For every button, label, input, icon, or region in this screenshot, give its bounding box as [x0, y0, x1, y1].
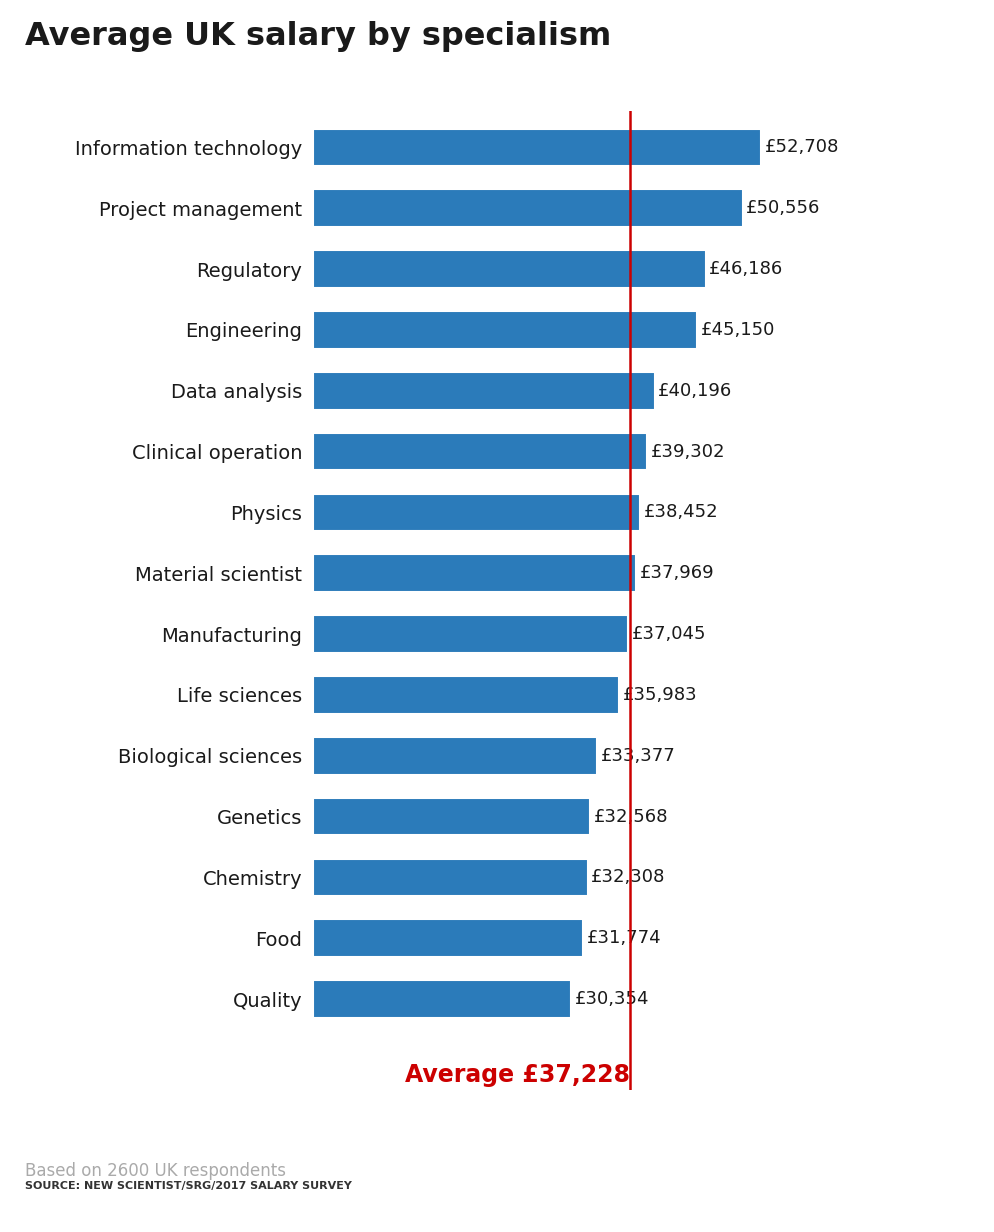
Text: £52,708: £52,708 [763, 138, 838, 156]
Bar [313, 554, 635, 593]
Bar [313, 981, 571, 1018]
Bar [313, 737, 596, 775]
Text: £31,774: £31,774 [586, 929, 661, 947]
Text: £37,045: £37,045 [631, 625, 706, 643]
Text: Average £37,228: Average £37,228 [405, 1063, 629, 1087]
Bar [313, 676, 618, 713]
Bar [313, 919, 582, 957]
Bar [313, 128, 760, 166]
Bar [313, 615, 627, 653]
Bar [313, 432, 647, 471]
Bar [313, 250, 705, 288]
Text: £32,308: £32,308 [590, 869, 665, 886]
Bar [313, 494, 639, 531]
Bar [313, 190, 743, 227]
Text: £38,452: £38,452 [643, 504, 718, 521]
Text: £40,196: £40,196 [658, 382, 732, 399]
Text: Average UK salary by specialism: Average UK salary by specialism [25, 21, 610, 52]
Text: £35,983: £35,983 [622, 686, 697, 703]
Text: £39,302: £39,302 [650, 442, 725, 461]
Text: £45,150: £45,150 [700, 320, 774, 339]
Bar [313, 372, 654, 409]
Bar [313, 310, 697, 349]
Bar [313, 859, 587, 896]
Text: SOURCE: NEW SCIENTIST/SRG/2017 SALARY SURVEY: SOURCE: NEW SCIENTIST/SRG/2017 SALARY SU… [25, 1181, 352, 1191]
Text: £33,377: £33,377 [599, 747, 675, 765]
Text: £46,186: £46,186 [709, 260, 782, 278]
Text: £30,354: £30,354 [575, 991, 648, 1008]
Text: £50,556: £50,556 [746, 200, 820, 217]
Text: Based on 2600 UK respondents: Based on 2600 UK respondents [25, 1162, 285, 1180]
Text: £32,568: £32,568 [592, 807, 667, 825]
Text: £37,969: £37,969 [639, 564, 714, 583]
Bar [313, 797, 589, 835]
